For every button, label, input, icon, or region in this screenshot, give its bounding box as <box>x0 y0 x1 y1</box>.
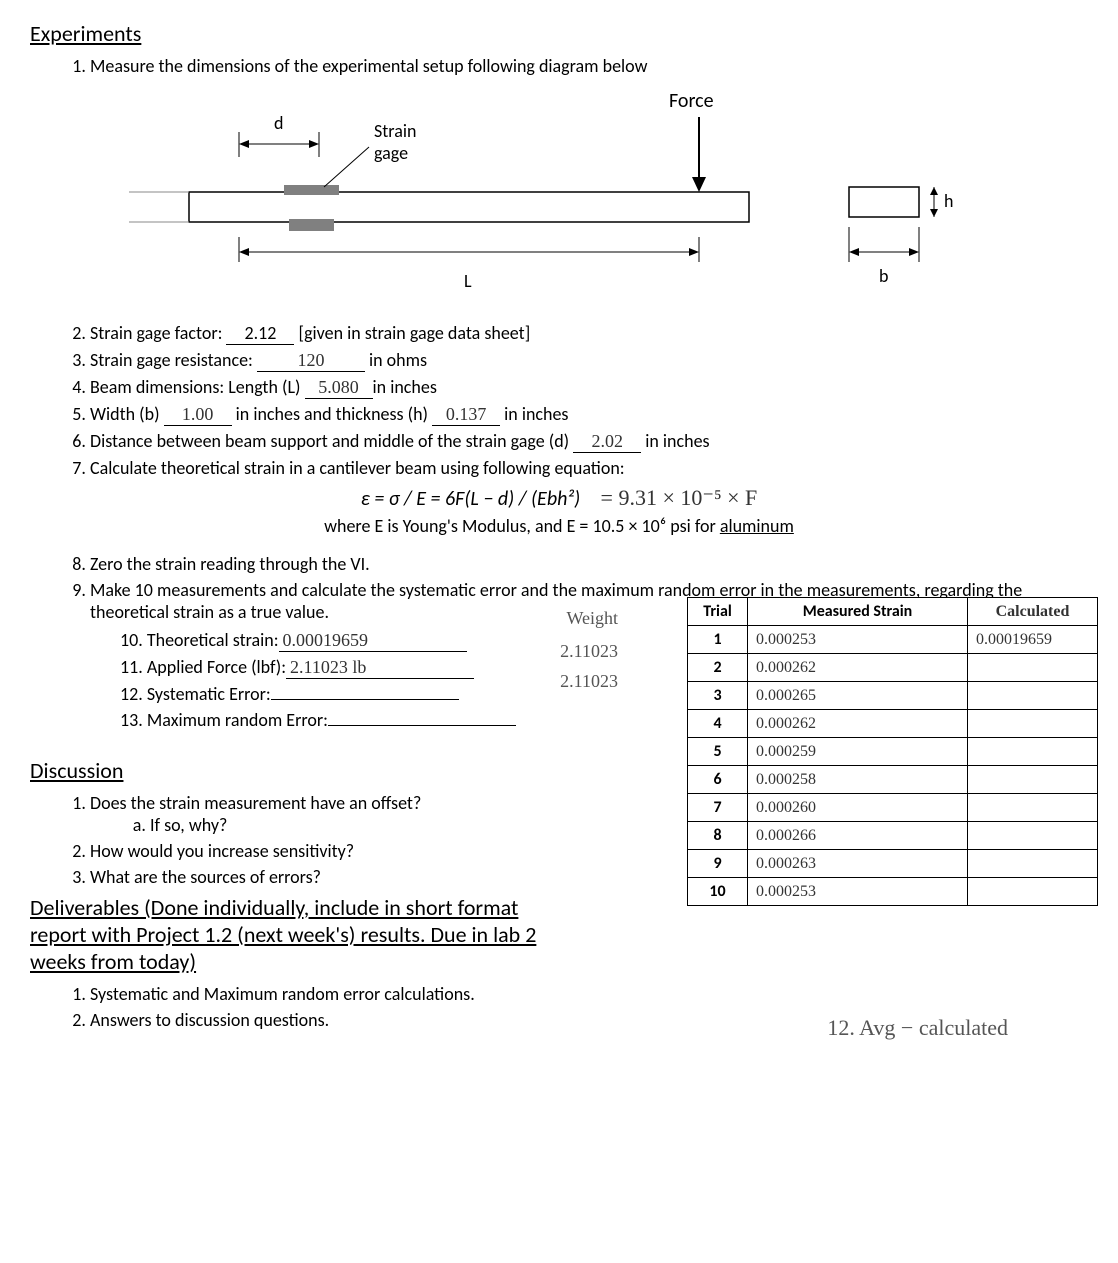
strain-table: Trial Measured Strain Calculated 10.0002… <box>687 597 1098 906</box>
section-experiments: Experiments <box>30 20 1088 47</box>
item-2: Strain gage factor: 2.12 [given in strai… <box>90 322 1088 345</box>
th-calculated: Calculated <box>968 598 1098 626</box>
table-row: 90.000263 <box>688 850 1098 878</box>
table-row: 50.000259 <box>688 738 1098 766</box>
label-b: b <box>879 265 888 287</box>
table-row: 70.000260 <box>688 794 1098 822</box>
table-row: 40.000262 <box>688 710 1098 738</box>
section-deliverables: Deliverables (Done individually, include… <box>30 894 570 975</box>
table-row: 30.000265 <box>688 682 1098 710</box>
item-6: Distance between beam support and middle… <box>90 430 1088 453</box>
label-force: Force <box>669 89 714 113</box>
item-5: Width (b) 1.00 in inches and thickness (… <box>90 403 1088 426</box>
label-L: L <box>464 270 472 292</box>
table-row: 60.000258 <box>688 766 1098 794</box>
th-measured: Measured Strain <box>748 598 968 626</box>
note-wval2: 2.11023 <box>560 671 618 692</box>
table-row: 10.0002530.00019659 <box>688 626 1098 654</box>
table-row: 80.000266 <box>688 822 1098 850</box>
svg-text:gage: gage <box>374 142 408 164</box>
label-h: h <box>944 190 953 212</box>
label-d: d <box>274 112 283 134</box>
item-8: Zero the strain reading through the VI. <box>90 553 1088 575</box>
item-4: Beam dimensions: Length (L) 5.080in inch… <box>90 376 1088 399</box>
label-strain-gage: Strain <box>374 120 416 142</box>
deliv-1: Systematic and Maximum random error calc… <box>90 983 1088 1005</box>
note-bottom: 12. Avg − calculated <box>827 1015 1008 1041</box>
table-row: 100.000253 <box>688 878 1098 906</box>
formula-note: where E is Young's Modulus, and E = 10.5… <box>30 515 1088 537</box>
note-wval1: 2.11023 <box>560 641 618 662</box>
th-trial: Trial <box>688 598 748 626</box>
beam-diagram: d Strain gage Force L h b <box>109 87 1009 302</box>
item-3: Strain gage resistance: 120 in ohms <box>90 349 1088 372</box>
note-weight: Weight <box>566 608 618 629</box>
table-row: 20.000262 <box>688 654 1098 682</box>
item-7: Calculate theoretical strain in a cantil… <box>90 457 1088 479</box>
formula-handwritten: = 9.31 × 10⁻⁵ × F <box>601 485 758 510</box>
formula: ε = σ / E = 6F(L − d) / (Ebh²) = 9.31 × … <box>30 485 1088 511</box>
item-1: Measure the dimensions of the experiment… <box>90 55 1088 77</box>
